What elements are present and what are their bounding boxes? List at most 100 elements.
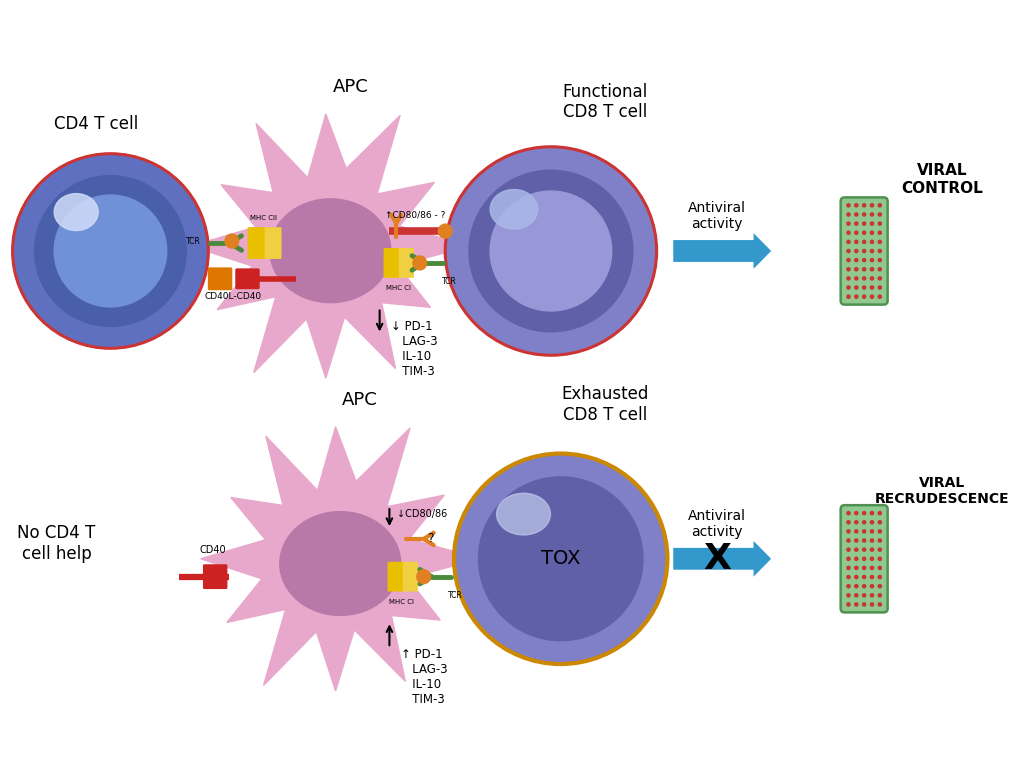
Circle shape: [870, 286, 873, 289]
Circle shape: [846, 521, 851, 524]
Ellipse shape: [35, 176, 187, 326]
Circle shape: [870, 213, 873, 216]
Circle shape: [863, 594, 866, 597]
Circle shape: [863, 286, 866, 289]
Circle shape: [846, 258, 851, 262]
Circle shape: [412, 256, 427, 270]
Text: MHC CII: MHC CII: [249, 215, 277, 222]
Circle shape: [863, 231, 866, 234]
Circle shape: [870, 222, 873, 225]
Circle shape: [870, 240, 873, 243]
Circle shape: [855, 204, 858, 207]
Circle shape: [846, 557, 851, 560]
Ellipse shape: [469, 170, 633, 332]
Circle shape: [878, 539, 881, 542]
Circle shape: [878, 603, 881, 606]
Circle shape: [870, 268, 873, 271]
Circle shape: [870, 530, 873, 533]
Circle shape: [846, 222, 851, 225]
Circle shape: [438, 224, 452, 238]
FancyBboxPatch shape: [840, 197, 887, 305]
Circle shape: [863, 521, 866, 524]
Circle shape: [855, 268, 858, 271]
Circle shape: [863, 295, 866, 298]
Circle shape: [846, 286, 851, 289]
Circle shape: [863, 512, 866, 515]
Circle shape: [870, 603, 873, 606]
Ellipse shape: [12, 154, 208, 349]
Circle shape: [846, 231, 851, 234]
Circle shape: [863, 222, 866, 225]
Circle shape: [855, 231, 858, 234]
Circle shape: [855, 222, 858, 225]
Circle shape: [863, 277, 866, 280]
Circle shape: [846, 548, 851, 551]
Circle shape: [863, 268, 866, 271]
Circle shape: [225, 234, 239, 248]
Polygon shape: [201, 427, 480, 691]
Circle shape: [846, 295, 851, 298]
Text: Functional
CD8 T cell: Functional CD8 T cell: [562, 83, 647, 122]
Circle shape: [863, 539, 866, 542]
Circle shape: [870, 258, 873, 262]
Ellipse shape: [490, 191, 611, 311]
Circle shape: [846, 594, 851, 597]
Text: Antiviral
activity: Antiviral activity: [688, 201, 746, 232]
Ellipse shape: [445, 147, 657, 355]
Circle shape: [870, 557, 873, 560]
Circle shape: [878, 286, 881, 289]
Text: Antiviral
activity: Antiviral activity: [688, 509, 746, 539]
Circle shape: [855, 240, 858, 243]
Circle shape: [855, 566, 858, 569]
Circle shape: [417, 569, 431, 583]
Circle shape: [870, 548, 873, 551]
FancyBboxPatch shape: [265, 227, 281, 259]
Circle shape: [878, 594, 881, 597]
Circle shape: [855, 576, 858, 579]
FancyBboxPatch shape: [840, 505, 887, 612]
Text: TCR: TCR: [186, 236, 200, 246]
Text: TCR: TCR: [447, 590, 463, 600]
Text: ?: ?: [427, 533, 433, 545]
Circle shape: [855, 258, 858, 262]
Circle shape: [863, 548, 866, 551]
Circle shape: [878, 584, 881, 588]
Ellipse shape: [54, 193, 98, 231]
Circle shape: [863, 240, 866, 243]
Ellipse shape: [54, 195, 167, 307]
Circle shape: [855, 594, 858, 597]
FancyArrow shape: [673, 541, 772, 576]
Circle shape: [846, 213, 851, 216]
FancyBboxPatch shape: [388, 562, 405, 591]
Circle shape: [870, 521, 873, 524]
Circle shape: [855, 521, 858, 524]
Circle shape: [855, 277, 858, 280]
Circle shape: [846, 268, 851, 271]
Circle shape: [846, 566, 851, 569]
Circle shape: [855, 557, 858, 560]
Circle shape: [878, 295, 881, 298]
Circle shape: [855, 548, 858, 551]
Circle shape: [870, 250, 873, 253]
Circle shape: [846, 584, 851, 588]
Text: X: X: [704, 542, 732, 576]
Text: MHC CI: MHC CI: [386, 285, 410, 291]
Circle shape: [878, 250, 881, 253]
Circle shape: [870, 277, 873, 280]
Text: ↓CD80/86: ↓CD80/86: [397, 509, 447, 519]
Circle shape: [863, 566, 866, 569]
FancyBboxPatch shape: [384, 248, 401, 278]
FancyBboxPatch shape: [235, 268, 260, 289]
Circle shape: [878, 204, 881, 207]
Text: CD40: CD40: [200, 544, 227, 555]
Text: CD4 T cell: CD4 T cell: [53, 115, 137, 133]
Circle shape: [846, 603, 851, 606]
Ellipse shape: [497, 493, 550, 535]
Circle shape: [855, 603, 858, 606]
Circle shape: [870, 204, 873, 207]
Circle shape: [863, 204, 866, 207]
FancyBboxPatch shape: [203, 564, 228, 589]
Text: CD40L-CD40: CD40L-CD40: [204, 292, 262, 301]
Circle shape: [863, 250, 866, 253]
Circle shape: [846, 530, 851, 533]
